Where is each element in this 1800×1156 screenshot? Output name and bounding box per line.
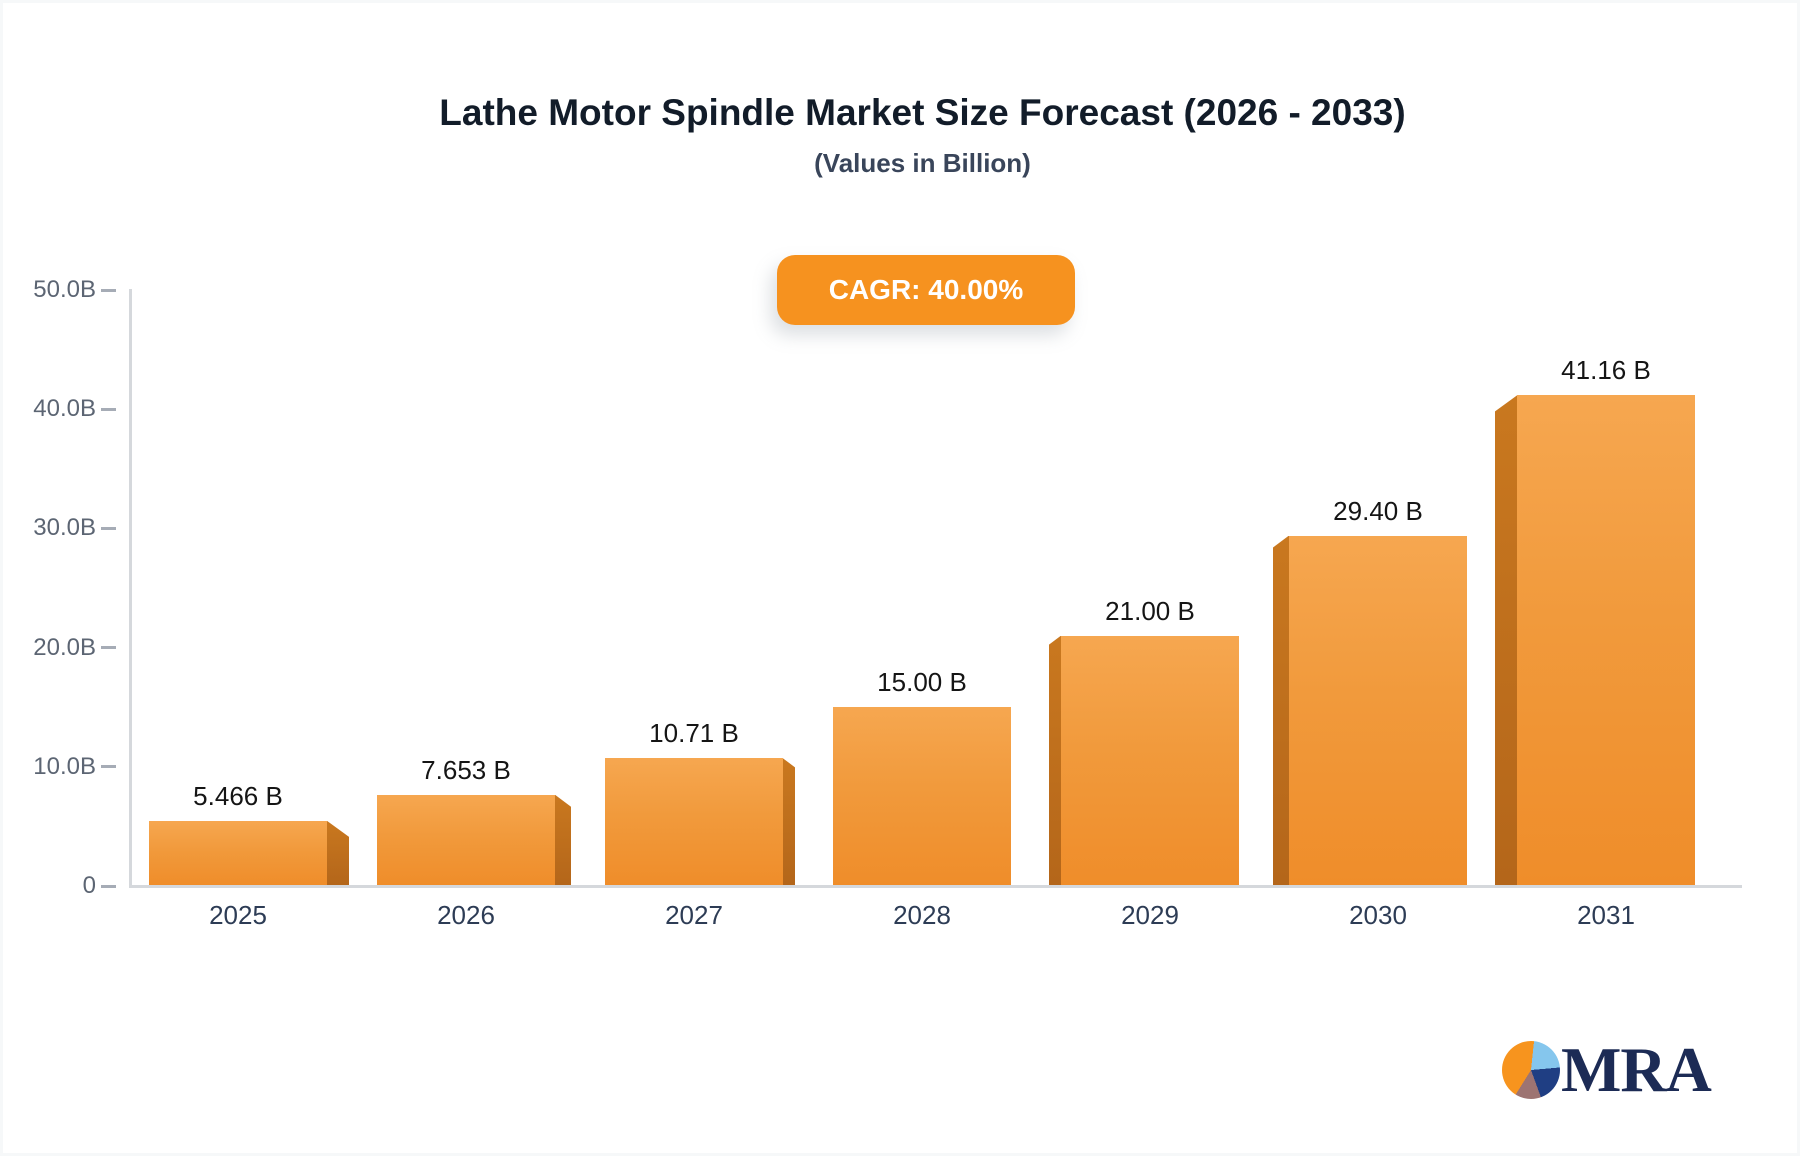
bar-3d-side <box>783 758 795 885</box>
y-tick-mark <box>101 765 116 769</box>
mra-logo: MRA <box>1502 1034 1712 1105</box>
bar-3d-side <box>1495 395 1517 885</box>
y-tick-label: 40.0B <box>33 395 96 423</box>
bar-2029 <box>1061 635 1239 885</box>
bar-value-label: 21.00 B <box>1105 595 1195 626</box>
y-tick-mark <box>101 526 116 530</box>
bar-2030 <box>1289 535 1467 885</box>
y-axis-line <box>129 289 132 888</box>
y-tick-label: 0 <box>82 872 96 899</box>
y-tick-mark <box>101 884 116 888</box>
x-tick-label-2031: 2031 <box>1577 900 1635 930</box>
bar-3d-side <box>1273 535 1289 885</box>
bar-2028 <box>833 707 1011 885</box>
bar-3d-side <box>555 794 571 885</box>
bar-3d-side <box>327 820 349 885</box>
bar-2025 <box>149 820 327 885</box>
bar-value-label: 29.40 B <box>1333 495 1423 526</box>
bar-value-label: 7.653 B <box>421 754 511 785</box>
bar-2026 <box>377 794 555 885</box>
bar-value-label: 10.71 B <box>649 718 739 749</box>
bar-2031 <box>1517 395 1695 885</box>
x-tick-label-2026: 2026 <box>437 900 495 930</box>
cagr-badge: CAGR: 40.00% <box>777 255 1075 325</box>
x-tick-label-2030: 2030 <box>1349 900 1407 930</box>
x-tick-label-2027: 2027 <box>665 900 723 930</box>
y-tick-mark <box>101 407 116 411</box>
x-tick-label-2025: 2025 <box>209 900 267 930</box>
bar-value-label: 41.16 B <box>1561 355 1651 386</box>
y-tick-label: 30.0B <box>33 514 96 542</box>
bar-value-label: 15.00 B <box>877 667 967 698</box>
x-tick-label-2028: 2028 <box>893 900 951 930</box>
bar-2027 <box>605 758 783 885</box>
bar-value-label: 5.466 B <box>193 780 283 811</box>
mra-pie-chart-icon <box>1502 1041 1560 1099</box>
bar-3d-side <box>1049 635 1061 885</box>
x-axis-baseline <box>129 885 1742 888</box>
y-tick-label: 20.0B <box>33 633 96 661</box>
y-tick-mark <box>101 288 116 292</box>
x-tick-label-2029: 2029 <box>1121 900 1179 930</box>
chart-subtitle: (Values in Billion) <box>814 148 1031 178</box>
y-tick-label: 10.0B <box>33 752 96 780</box>
mra-logo-text: MRA <box>1561 1034 1712 1105</box>
y-tick-mark <box>101 646 116 650</box>
chart-title: Lathe Motor Spindle Market Size Forecast… <box>439 92 1406 133</box>
y-tick-label: 50.0B <box>33 276 96 303</box>
